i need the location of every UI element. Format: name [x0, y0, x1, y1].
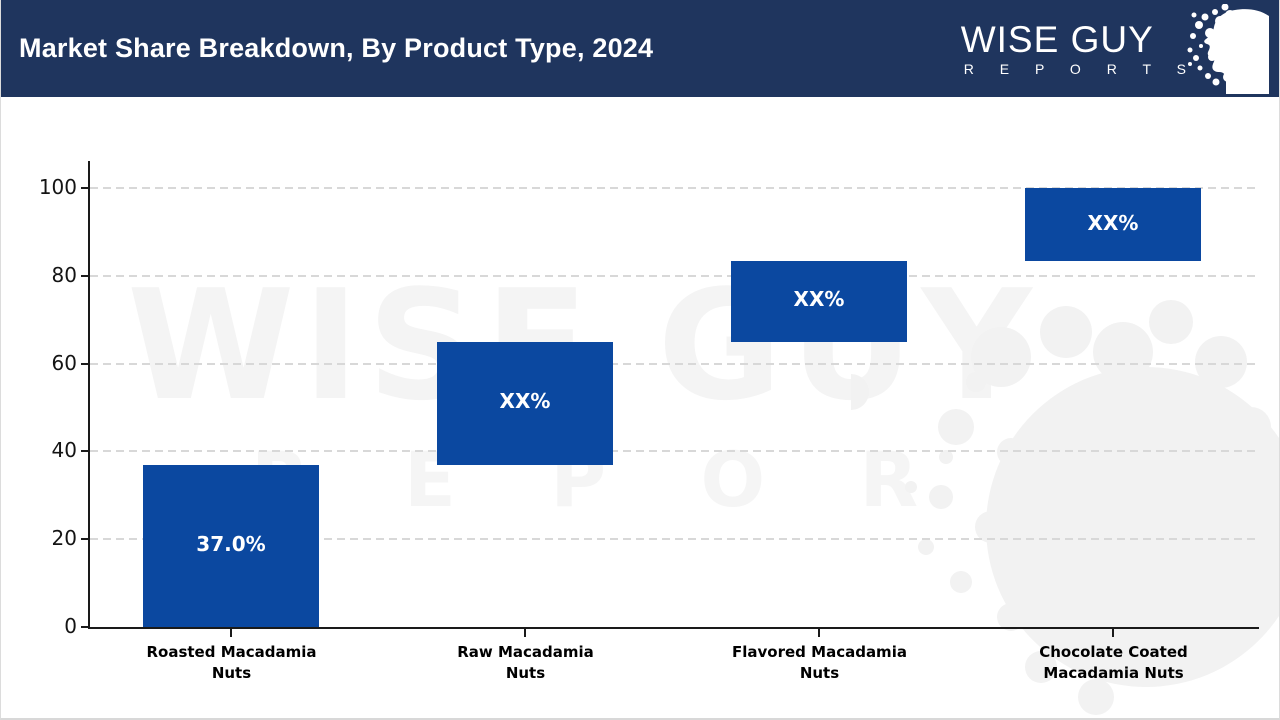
y-tick-label-80: 80: [51, 262, 77, 287]
y-tick-100: [81, 187, 89, 189]
y-tick-20: [81, 538, 89, 541]
y-tick-label-0: 0: [64, 614, 77, 638]
header-bar: Market Share Breakdown, By Product Type,…: [1, 0, 1279, 97]
gridline-80: [90, 274, 1259, 277]
y-tick-label-60: 60: [51, 350, 77, 375]
x-category-label-raw-macadamia-nuts: Raw Macadamia Nuts: [457, 643, 594, 682]
bar-chocolate-coated-macadamia-nuts: [1025, 188, 1201, 262]
gridline-60: [90, 362, 1259, 365]
x-category-label-roasted-macadamia-nuts: Roasted Macadamia Nuts: [146, 643, 317, 682]
wiseguy-face-icon: [1187, 3, 1269, 94]
logo-wordmark: WISE GUY: [960, 19, 1154, 60]
y-tick-label-20: 20: [51, 526, 77, 551]
bar-flavored-macadamia-nuts: [731, 261, 907, 342]
y-tick-label-40: 40: [51, 438, 77, 463]
watermark-face-icon: [851, 300, 1279, 715]
x-tick-flavored-macadamia-nuts: [818, 629, 820, 637]
y-tick-label-100: 100: [38, 175, 77, 199]
y-tick-60: [81, 362, 89, 365]
gridline-40: [90, 450, 1259, 453]
y-tick-80: [81, 274, 89, 277]
wiseguy-logo: WISE GUY R E P O R T S: [960, 3, 1269, 94]
x-tick-raw-macadamia-nuts: [524, 629, 526, 637]
bar-value-label-roasted-macadamia-nuts: 37.0%: [196, 531, 266, 556]
x-category-label-chocolate-coated-macadamia-nuts: Chocolate Coated Macadamia Nuts: [1039, 643, 1188, 682]
gridline-100: [90, 187, 1259, 189]
y-tick-0: [81, 626, 89, 628]
bar-value-label-flavored-macadamia-nuts: XX%: [793, 287, 845, 312]
bar-value-label-raw-macadamia-nuts: XX%: [499, 389, 551, 414]
y-tick-40: [81, 450, 89, 453]
logo-subtext: R E P O R T S: [963, 61, 1197, 77]
bar-raw-macadamia-nuts: [437, 341, 613, 465]
chart-area: WISE GUY R E P O R T S 0 20 40 60 80 100 37.0%…: [1, 97, 1279, 718]
x-tick-roasted-macadamia-nuts: [230, 629, 232, 637]
bar-roasted-macadamia-nuts: [143, 464, 319, 627]
x-axis-line: [88, 627, 1259, 629]
x-tick-chocolate-coated-macadamia-nuts: [1112, 629, 1114, 637]
x-category-label-flavored-macadamia-nuts: Flavored Macadamia Nuts: [732, 643, 907, 682]
bar-value-label-chocolate-coated-macadamia-nuts: XX%: [1087, 210, 1139, 235]
page-title: Market Share Breakdown, By Product Type,…: [19, 33, 654, 63]
y-axis-line: [88, 161, 90, 629]
gridline-20: [90, 538, 1259, 541]
